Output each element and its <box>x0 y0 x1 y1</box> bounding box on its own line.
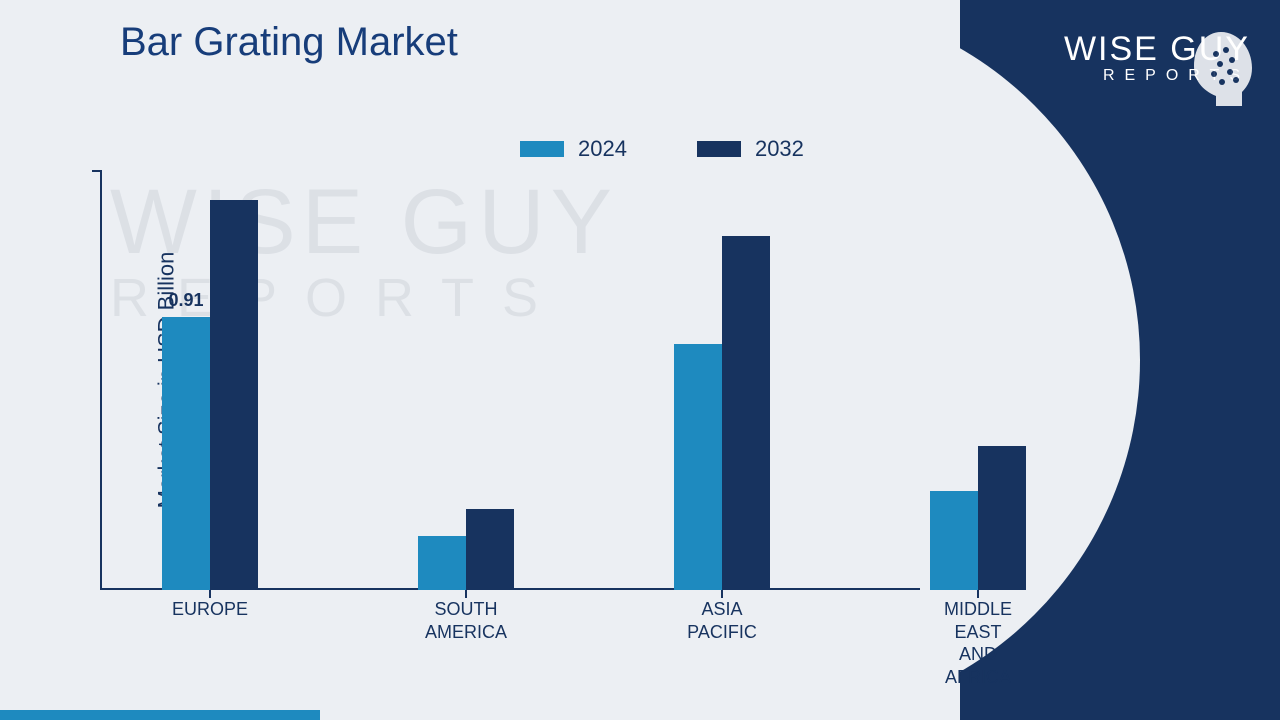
legend-item-2024: 2024 <box>520 136 627 162</box>
bar-2024-europe <box>162 317 210 590</box>
legend-label-2032: 2032 <box>755 136 804 162</box>
category-label: EUROPE <box>140 598 280 621</box>
bar-2032-asia-pacific <box>722 236 770 590</box>
x-axis-tick <box>465 590 467 598</box>
x-axis-tick <box>977 590 979 598</box>
brand-head-icon <box>1186 30 1256 110</box>
chart-area: EUROPESOUTHAMERICAASIAPACIFICMIDDLEEASTA… <box>100 170 920 590</box>
plot: EUROPESOUTHAMERICAASIAPACIFICMIDDLEEASTA… <box>100 170 920 590</box>
bar-2032-middle-east-and-africa <box>978 446 1026 590</box>
bar-2024-middle-east-and-africa <box>930 491 978 590</box>
y-axis-tick <box>92 170 100 172</box>
bar-value-label: 0.91 <box>168 290 203 311</box>
category-label: SOUTHAMERICA <box>396 598 536 643</box>
legend-label-2024: 2024 <box>578 136 627 162</box>
bar-2032-europe <box>210 200 258 590</box>
bar-2032-south-america <box>466 509 514 590</box>
category-label: ASIAPACIFIC <box>652 598 792 643</box>
legend-swatch-2032 <box>697 141 741 157</box>
bar-2024-south-america <box>418 536 466 590</box>
bottom-accent-bar <box>0 710 320 720</box>
legend: 2024 2032 <box>520 136 804 162</box>
brand-logo: WISE GUY REPORTS <box>1064 30 1250 85</box>
chart-title: Bar Grating Market <box>120 20 458 65</box>
legend-swatch-2024 <box>520 141 564 157</box>
y-axis-line <box>100 170 102 590</box>
category-label: MIDDLEEASTANDAFRICA <box>908 598 1048 688</box>
x-axis-tick <box>209 590 211 598</box>
legend-item-2032: 2032 <box>697 136 804 162</box>
x-axis-tick <box>721 590 723 598</box>
bar-2024-asia-pacific <box>674 344 722 590</box>
